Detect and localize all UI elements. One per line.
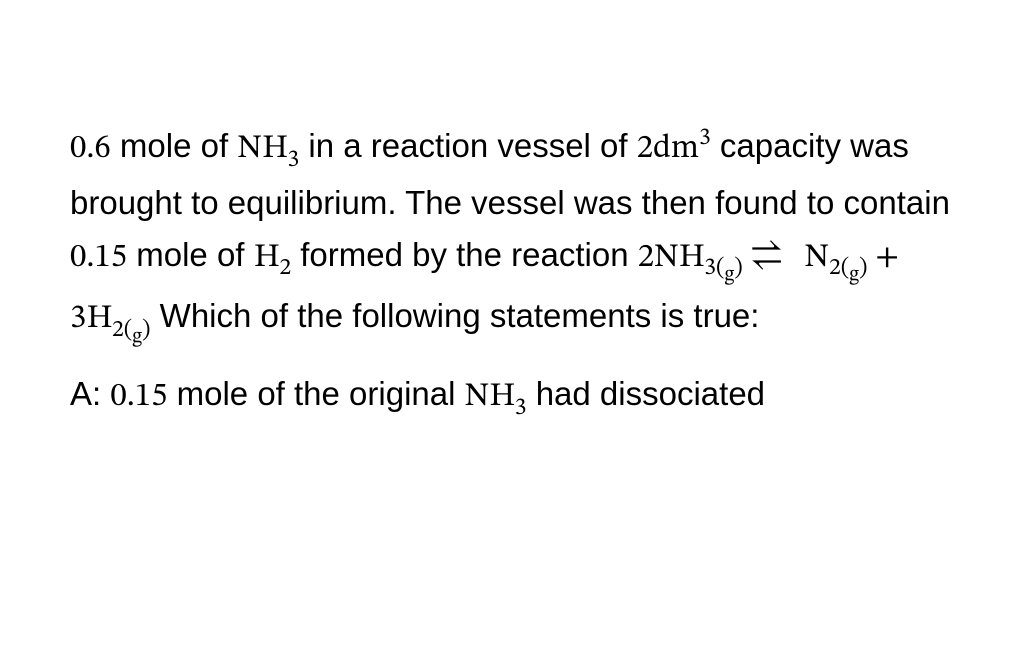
volume-unit: dm	[653, 132, 699, 165]
rxn-n2-base: N	[804, 241, 829, 274]
equilibrium-arrow-icon: ⇀↽	[751, 241, 797, 274]
option-a-nh3-sub: 3	[515, 396, 527, 420]
option-a-label: A:	[70, 375, 110, 412]
option-a-nh3: NH3	[465, 380, 527, 413]
value-0-15: 0.15	[70, 241, 127, 274]
text-fragment: in a reaction vessel of	[299, 127, 637, 164]
text-fragment: Which of the following statements is tru…	[151, 297, 760, 334]
h2-base: H	[254, 241, 280, 274]
nh3-base: NH	[237, 132, 287, 165]
volume: 2dm3	[637, 132, 711, 165]
arrow-bot: ↽	[751, 245, 797, 278]
rxn-h2-base: H	[86, 302, 112, 335]
text-fragment: had dissociated	[527, 375, 766, 412]
coef-3: 3	[70, 302, 86, 335]
rxn-nh3-base: NH	[654, 241, 704, 274]
rxn-n2-sub-outer: 2(	[829, 256, 849, 280]
text-fragment: mole of	[127, 236, 254, 273]
volume-number: 2	[637, 132, 653, 165]
text-fragment: formed by the reaction	[291, 236, 638, 273]
rxn-nh3-sub-close: )	[734, 256, 742, 280]
rxn-h2-sub-close: )	[142, 318, 150, 342]
volume-exponent: 3	[699, 126, 711, 150]
h2-subscript: 2	[279, 256, 291, 280]
rxn-n2-phase: g	[849, 265, 859, 285]
page: 0.6 mole of NH3 in a reaction vessel of …	[0, 0, 1024, 425]
option-a: A: 0.15 mole of the original NH3 had dis…	[70, 368, 964, 425]
value-0-6: 0.6	[70, 132, 111, 165]
option-a-nh3-base: NH	[465, 380, 515, 413]
rxn-n2-sub-close: )	[859, 256, 867, 280]
rxn-nh3-sub: 3(g)	[704, 256, 743, 280]
formula-h2: H2	[254, 241, 291, 274]
rxn-h2-sub: 2(g)	[112, 318, 151, 342]
plus-sign: +	[868, 241, 900, 274]
formula-nh3: NH3	[237, 132, 299, 165]
option-a-value: 0.15	[110, 380, 167, 413]
rxn-nh3-sub-outer: 3(	[704, 256, 724, 280]
coef-2: 2	[638, 241, 654, 274]
question-stem: 0.6 mole of NH3 in a reaction vessel of …	[70, 120, 964, 352]
nh3-subscript: 3	[287, 148, 299, 172]
rxn-h2-phase: g	[132, 327, 142, 347]
rxn-n2-sub: 2(g)	[829, 256, 868, 280]
rxn-h2-sub-outer: 2(	[112, 318, 132, 342]
text-fragment: mole of	[111, 127, 238, 164]
text-fragment: mole of the original	[167, 375, 464, 412]
rxn-nh3-phase: g	[725, 265, 735, 285]
